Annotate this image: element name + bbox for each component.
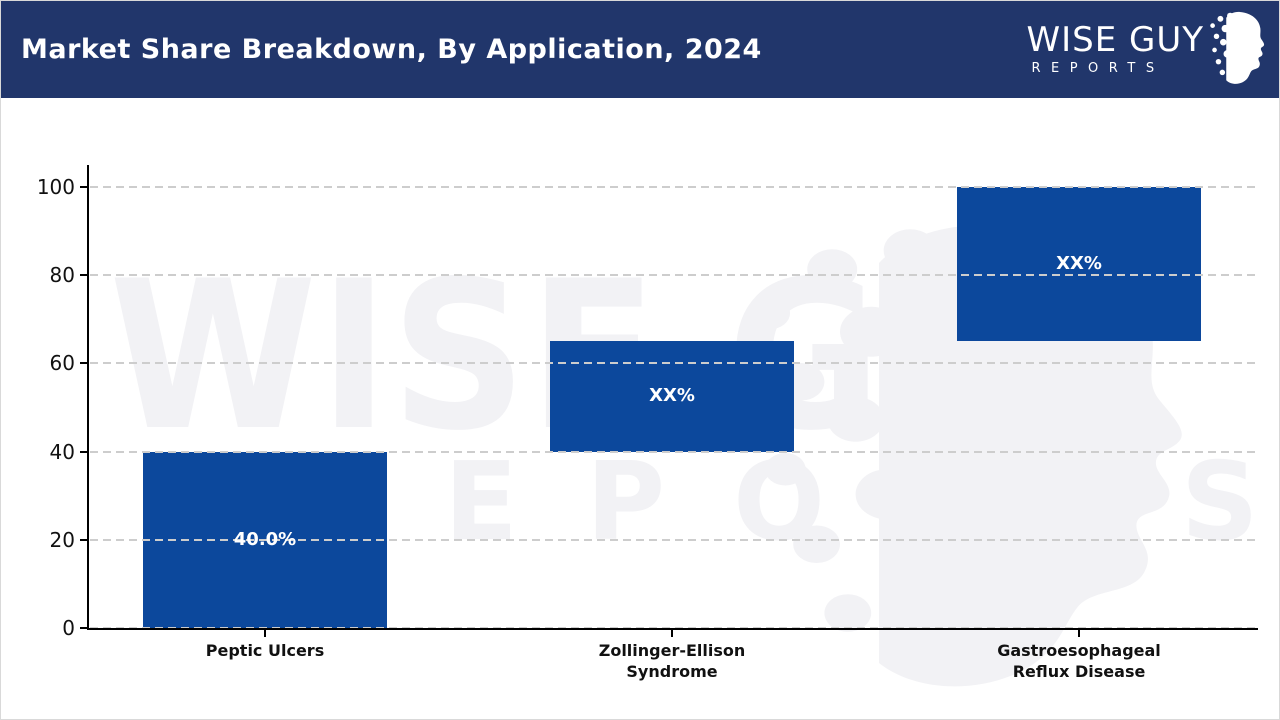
y-axis-spine (87, 164, 89, 630)
gridline-80 (90, 274, 1258, 277)
category-label: Zollinger-Ellison Syndrome (598, 641, 746, 681)
ytick-mark-20 (80, 538, 89, 541)
ytick-mark-60 (80, 362, 89, 365)
gridline-20 (90, 538, 1258, 541)
ytick-mark-100 (80, 186, 89, 188)
logo-wiseguy-text: WISE GUY (1026, 20, 1204, 60)
gridline-40 (90, 450, 1258, 453)
ytick-label-100: 100 (36, 175, 75, 199)
ytick-mark-80 (80, 274, 89, 277)
ytick-label-40: 40 (49, 439, 75, 464)
wiseguy-face-icon (1210, 11, 1265, 84)
header-bar: Market Share Breakdown, By Application, … (1, 1, 1279, 98)
wiseguy-logo: WISE GUY REPORTS (1026, 10, 1267, 88)
xtick-mark-1 (671, 630, 673, 637)
category-label: Peptic Ulcers (205, 641, 325, 660)
xtick-mark-0 (264, 630, 266, 637)
ytick-label-20: 20 (49, 527, 75, 552)
category-label: Gastroesophageal Reflux Disease (997, 641, 1161, 681)
x-axis-spine (87, 628, 1258, 630)
ytick-label-80: 80 (49, 263, 75, 288)
bar-value-label: 40.0% (233, 528, 297, 550)
logo-reports-text: REPORTS (1031, 61, 1165, 76)
ytick-mark-40 (80, 450, 89, 453)
ytick-label-0: 0 (62, 616, 75, 640)
bar-value-label: XX% (649, 385, 695, 407)
gridline-60 (90, 362, 1258, 365)
bar-value-label: XX% (1056, 253, 1102, 275)
ytick-mark-0 (80, 627, 89, 629)
page-title: Market Share Breakdown, By Application, … (21, 34, 762, 65)
bar (550, 341, 794, 452)
gridline-100 (90, 186, 1258, 188)
ytick-label-60: 60 (49, 351, 75, 376)
